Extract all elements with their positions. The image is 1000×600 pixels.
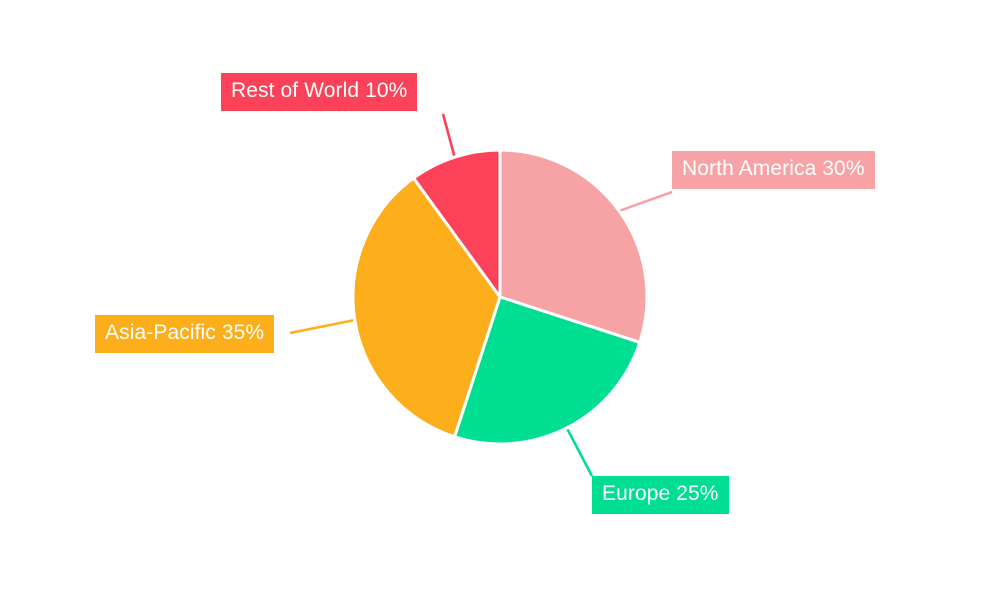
pie-slice-europe[interactable]: [453, 295, 642, 446]
pie-slice-asia-pacific[interactable]: [351, 176, 502, 439]
pie-slice-north-america[interactable]: [498, 148, 649, 344]
leader-line-europe: [564, 426, 594, 477]
pie-slice-group: [351, 148, 649, 446]
pie-label-rest-of-world[interactable]: Rest of World 10%: [221, 73, 418, 111]
leader-line-asia-pacific: [289, 318, 357, 335]
pie-label-north-america[interactable]: North America 30%: [672, 151, 875, 189]
leader-line-north-america: [617, 190, 673, 213]
pie-label-asia-pacific[interactable]: Asia-Pacific 35%: [95, 315, 275, 353]
leader-line-group: [289, 113, 673, 477]
pie-slice-rest-of-world[interactable]: [412, 148, 502, 299]
leader-line-rest-of-world: [441, 113, 457, 159]
pie-label-europe[interactable]: Europe 25%: [592, 476, 729, 514]
